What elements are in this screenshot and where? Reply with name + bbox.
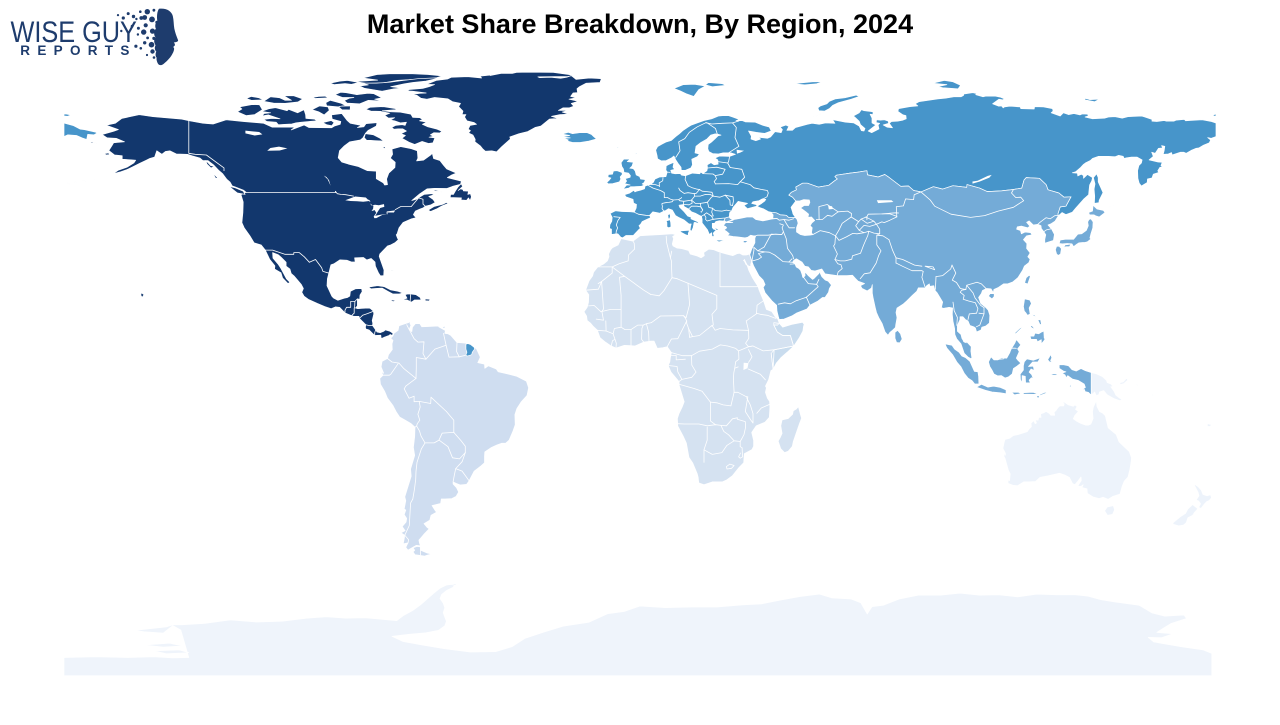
svg-text:WISE GUY: WISE GUY bbox=[11, 15, 137, 48]
svg-text:REPORTS: REPORTS bbox=[20, 43, 136, 58]
